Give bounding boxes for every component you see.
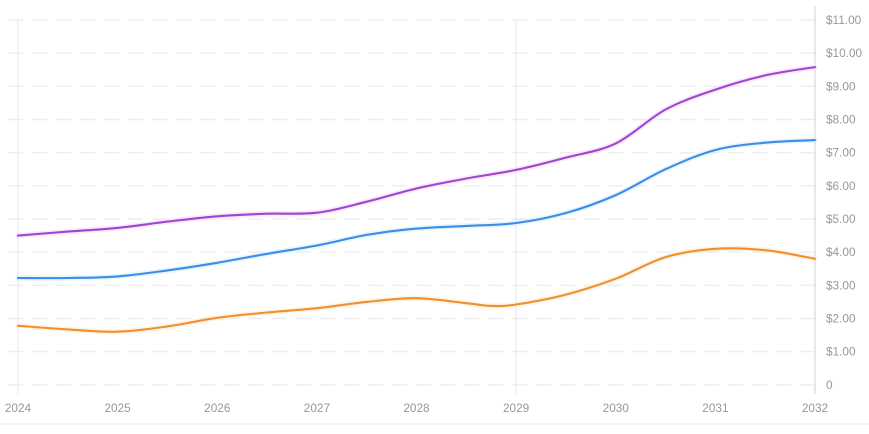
x-axis-label: 2024 (5, 401, 32, 415)
y-axis-label: $9.00 (826, 79, 856, 93)
y-axis-label: $8.00 (826, 113, 856, 127)
series-purple-line (16, 66, 817, 237)
y-axis-label: $2.00 (826, 312, 856, 326)
x-axis-label: 2026 (204, 401, 231, 415)
y-axis-label: $7.00 (826, 146, 856, 160)
y-axis-label: $11.00 (826, 13, 862, 27)
y-axis-label: $5.00 (826, 212, 856, 226)
y-axis-label: $1.00 (826, 345, 856, 359)
x-axis-label: 2030 (603, 401, 630, 415)
x-axis-label: 2029 (503, 401, 529, 415)
y-axis-label: $10.00 (826, 46, 863, 60)
series-halo-purple-line (15, 64, 818, 239)
series-orange-line (16, 247, 817, 333)
x-axis-label: 2027 (304, 401, 330, 415)
x-axis-label: 2032 (802, 401, 828, 415)
y-axis-label: $4.00 (826, 245, 856, 259)
series-blue-line (16, 139, 817, 280)
x-axis-label: 2028 (403, 401, 430, 415)
series-halo-orange-line (15, 245, 818, 335)
y-axis-label: $3.00 (826, 278, 856, 292)
x-axis-label: 2025 (104, 401, 131, 415)
y-axis-label: $6.00 (826, 179, 856, 193)
series-halo-blue-line (15, 137, 818, 281)
x-axis-label: 2031 (702, 401, 728, 415)
y-axis-label: 0 (826, 378, 833, 392)
